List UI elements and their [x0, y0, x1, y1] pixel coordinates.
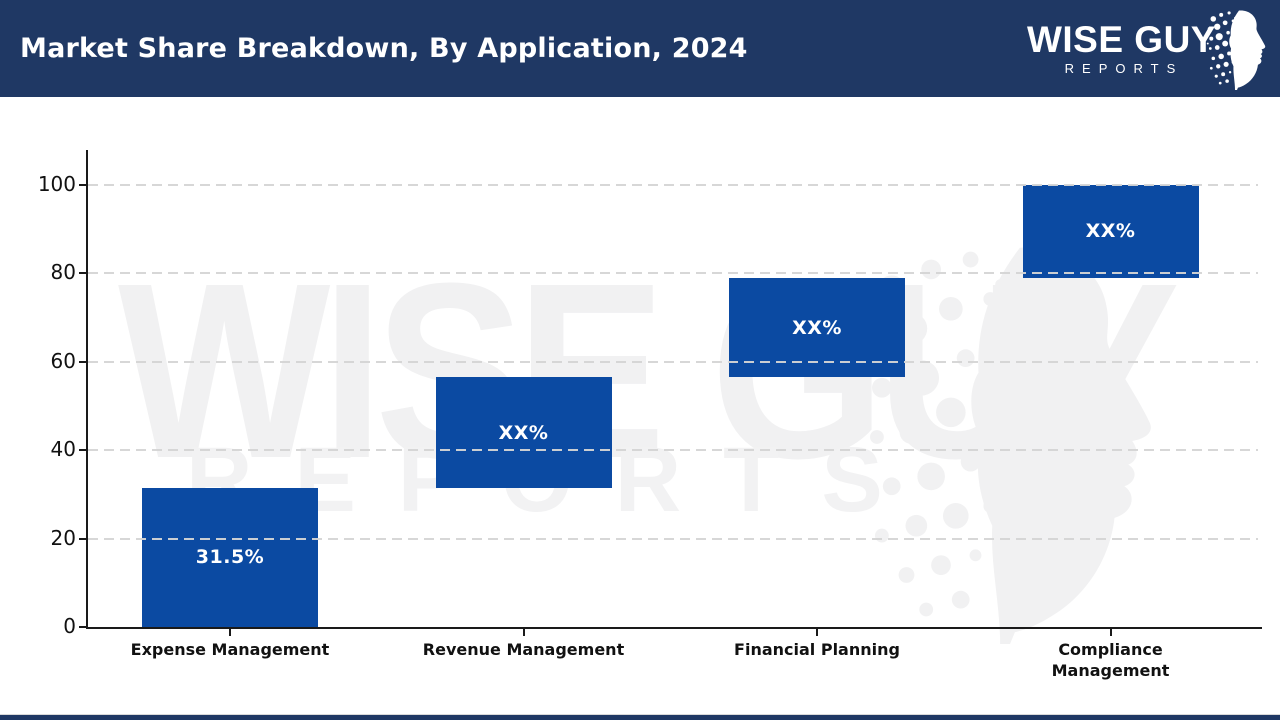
y-axis-tick-label: 0	[63, 614, 76, 638]
y-axis-tick-label: 40	[50, 437, 76, 462]
y-axis-tick-label: 60	[50, 348, 76, 373]
y-axis-line	[86, 150, 88, 629]
y-axis-tick-mark	[79, 272, 86, 275]
bar-value-label: XX%	[498, 421, 549, 444]
footer-bar	[0, 715, 1280, 720]
bar-compliance-management: XX%	[1022, 185, 1199, 278]
bar-expense-management: 31.5%	[142, 487, 318, 627]
y-axis-tick-label: 20	[50, 525, 76, 550]
x-axis-category-label: Compliance Management	[1051, 640, 1170, 680]
header-bar: Market Share Breakdown, By Application, …	[0, 0, 1280, 97]
y-axis-tick-label: 80	[50, 260, 76, 285]
x-axis-tick-mark	[522, 629, 525, 636]
x-axis-tick-mark	[816, 629, 818, 636]
y-axis-tick-mark	[79, 626, 86, 628]
gridline-60	[88, 360, 1258, 363]
x-axis-tick-mark	[229, 629, 231, 636]
y-axis-tick-mark	[79, 449, 86, 452]
x-axis-line	[86, 627, 1262, 629]
bar-financial-planning: XX%	[729, 277, 905, 378]
y-axis-tick-mark	[79, 360, 86, 363]
logo-text: WISE GUY REPORTS	[1027, 21, 1216, 76]
bar-value-label: XX%	[792, 316, 842, 339]
x-axis-category-label: Expense Management	[130, 640, 330, 659]
gridline-20	[88, 537, 1258, 540]
x-axis-tick-mark	[1109, 629, 1112, 636]
x-axis-category-label: Revenue Management	[422, 640, 625, 659]
y-axis-tick-label: 100	[37, 172, 76, 196]
gridline-80	[88, 272, 1258, 275]
y-axis-tick-mark	[79, 184, 86, 186]
logo-subtext: REPORTS	[1064, 61, 1184, 76]
logo-wordmark: WISE GUY	[1026, 19, 1216, 60]
bar-value-label: 31.5%	[195, 546, 265, 569]
gridline-40	[88, 449, 1258, 452]
y-axis-tick-mark	[79, 537, 86, 540]
footer-divider	[0, 714, 1280, 715]
x-axis-category-label: Financial Planning	[734, 640, 900, 659]
page-title: Market Share Breakdown, By Application, …	[20, 33, 748, 64]
bar-value-label: XX%	[1085, 220, 1136, 243]
gridline-100	[88, 184, 1258, 186]
bar-revenue-management: XX%	[435, 377, 612, 488]
logo-face-icon	[1204, 7, 1270, 90]
logo: WISE GUY REPORTS	[1027, 7, 1270, 90]
